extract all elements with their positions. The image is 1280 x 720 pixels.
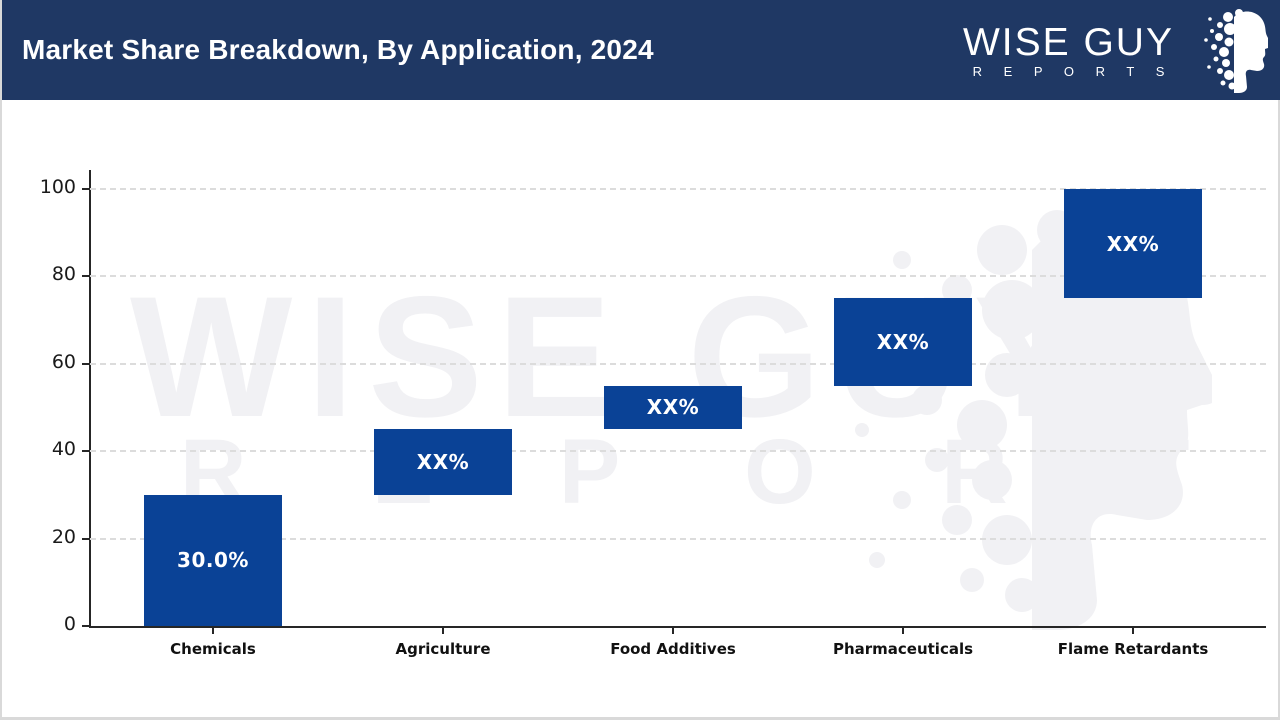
watermark-head-icon — [855, 210, 1212, 630]
x-category-label: Flame Retardants — [1057, 640, 1209, 658]
x-tick-mark — [1132, 628, 1134, 634]
x-category-label: Chemicals — [170, 640, 256, 658]
x-axis-line — [89, 626, 1266, 628]
header: Market Share Breakdown, By Application, … — [2, 0, 1280, 100]
gridline-40 — [90, 450, 1266, 453]
y-tick-label-100: 100 — [39, 176, 76, 198]
y-tick-mark — [82, 362, 90, 365]
logo-head-icon — [1204, 9, 1268, 93]
bar-value-label: XX% — [416, 450, 470, 475]
x-tick-mark — [672, 628, 674, 634]
y-tick-mark — [82, 537, 90, 540]
x-category-label: Pharmaceuticals — [832, 640, 974, 658]
y-tick-label-40: 40 — [51, 438, 76, 461]
x-tick-mark — [212, 628, 214, 634]
gridline-20 — [90, 537, 1266, 540]
gridline-100 — [90, 188, 1266, 190]
y-axis-line — [89, 170, 91, 628]
bar-pharmaceuticals: XX% — [834, 298, 972, 386]
plot-area: 0 20 40 60 80 100 30.0% Chemicals XX% Agriculture… — [2, 100, 1280, 720]
bar-flame-retardants: XX% — [1064, 189, 1202, 299]
y-tick-label-20: 20 — [51, 525, 76, 548]
gridline-80 — [90, 275, 1266, 278]
bar-value-label: XX% — [646, 395, 700, 420]
y-tick-mark — [82, 625, 90, 627]
chart-title: Market Share Breakdown, By Application, … — [22, 34, 654, 65]
bar-agriculture: XX% — [374, 429, 512, 495]
x-category-label: Agriculture — [395, 640, 491, 658]
gridline-60 — [90, 362, 1266, 365]
logo-wordmark: WISE GUY — [962, 20, 1174, 64]
wise-guy-logo: WISE GUY R E P O R T S — [963, 7, 1268, 93]
x-tick-mark — [902, 628, 904, 634]
y-tick-mark — [82, 188, 90, 190]
y-tick-label-80: 80 — [51, 263, 76, 286]
y-tick-mark — [82, 450, 90, 453]
logo-text: WISE GUY R E P O R T S — [963, 23, 1174, 78]
x-tick-mark — [442, 628, 444, 634]
y-tick-label-60: 60 — [51, 350, 76, 373]
bar-chemicals: 30.0% — [144, 494, 282, 626]
x-category-label: Food Additives — [610, 640, 736, 658]
bar-value-label: 30.0% — [177, 548, 249, 573]
y-tick-mark — [82, 275, 90, 278]
bar-value-label: XX% — [1106, 231, 1160, 256]
logo-subtitle: R E P O R T S — [972, 63, 1174, 79]
bar-food-additives: XX% — [604, 385, 742, 430]
bar-value-label: XX% — [876, 329, 930, 354]
y-tick-label-0: 0 — [63, 613, 76, 635]
